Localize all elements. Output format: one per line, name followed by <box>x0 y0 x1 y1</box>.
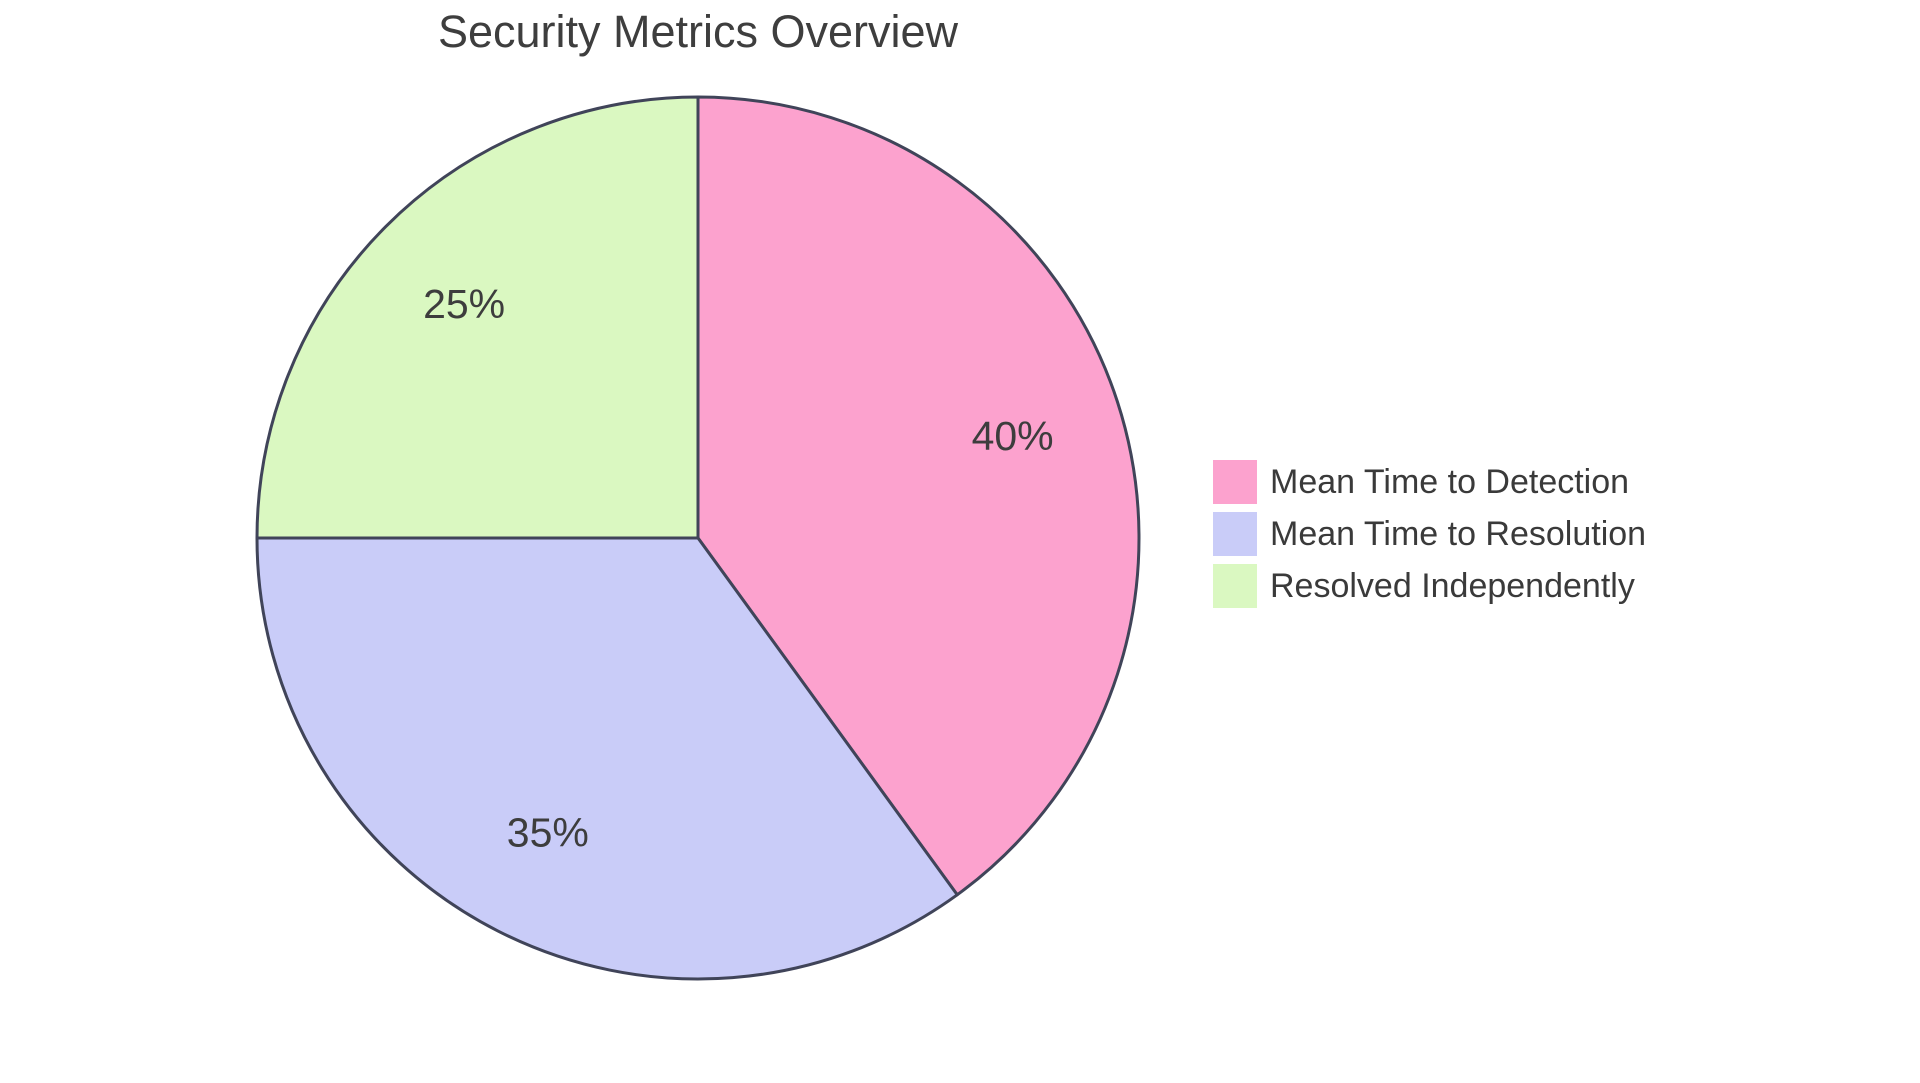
pie-slice-1[interactable] <box>255 536 959 981</box>
chart-title: Security Metrics Overview <box>437 6 959 57</box>
pie-slice-0[interactable] <box>696 95 1141 897</box>
legend-label: Mean Time to Detection <box>1270 462 1630 501</box>
legend-item-mean-time-to-detection[interactable]: Mean Time to Detection <box>1213 460 1646 504</box>
legend: Mean Time to Detection Mean Time to Reso… <box>1213 460 1646 608</box>
legend-swatch-lavender <box>1213 512 1257 556</box>
slice-percent-label-1: 35% <box>507 810 589 856</box>
legend-label: Resolved Independently <box>1270 566 1635 605</box>
legend-item-mean-time-to-resolution[interactable]: Mean Time to Resolution <box>1213 512 1646 556</box>
legend-item-resolved-independently[interactable]: Resolved Independently <box>1213 564 1646 608</box>
legend-swatch-pink <box>1213 460 1257 504</box>
slice-percent-label-0: 40% <box>972 413 1054 459</box>
slice-percent-label-2: 25% <box>423 281 505 327</box>
legend-swatch-green <box>1213 564 1257 608</box>
pie-slice-2[interactable] <box>255 95 700 540</box>
legend-label: Mean Time to Resolution <box>1270 514 1647 553</box>
